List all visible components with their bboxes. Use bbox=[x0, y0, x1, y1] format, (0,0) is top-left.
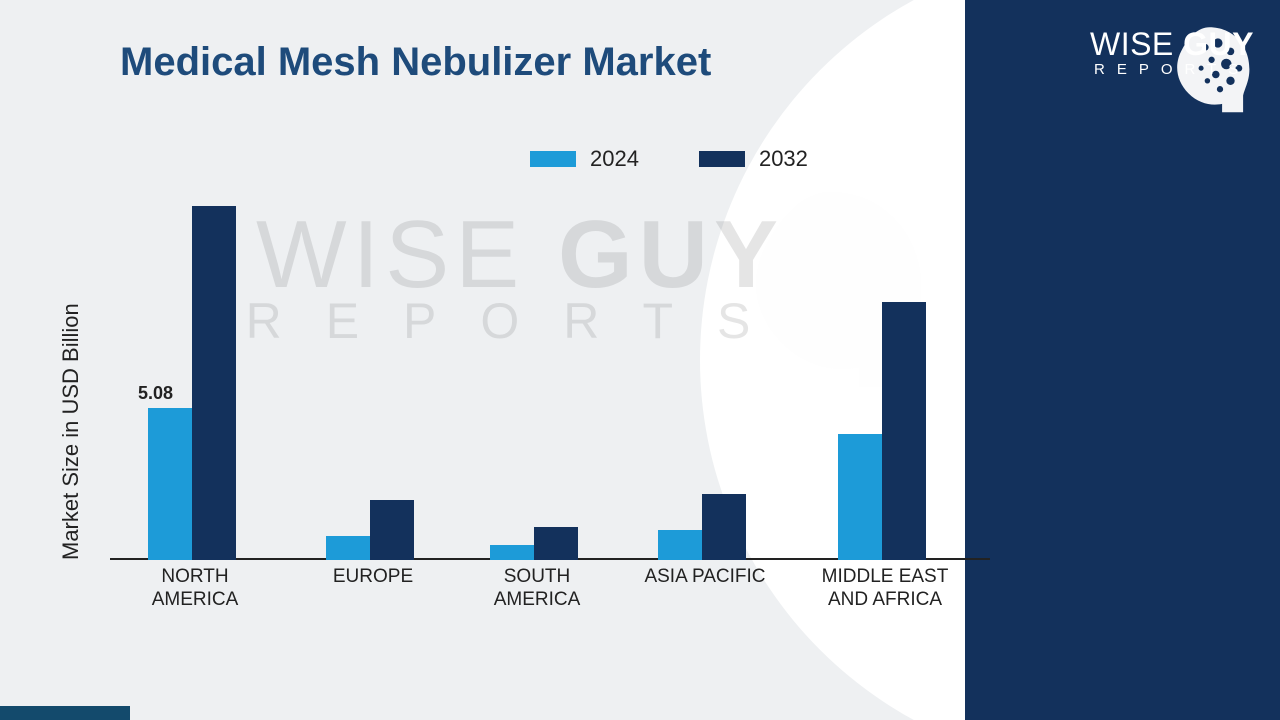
bar-pair bbox=[308, 200, 438, 560]
bar-pair: 5.08 bbox=[130, 200, 260, 560]
plot-area: 5.08NORTH AMERICA EUROPE SOUTH AMERICA ASIA… bbox=[110, 200, 990, 560]
legend-item-2024: 2024 bbox=[530, 146, 639, 172]
legend: 2024 2032 bbox=[530, 146, 808, 172]
bar-group: SOUTH AMERICA bbox=[472, 200, 602, 560]
bar-2024 bbox=[838, 434, 882, 560]
bar-value-label: 5.08 bbox=[138, 383, 173, 404]
bar-pair bbox=[640, 200, 770, 560]
bar-2024 bbox=[326, 536, 370, 560]
bar-2032 bbox=[702, 494, 746, 560]
legend-label-2024: 2024 bbox=[590, 146, 639, 172]
logo-line2: REPORTS bbox=[1090, 61, 1254, 78]
bar-group: MIDDLE EAST AND AFRICA bbox=[820, 200, 950, 560]
category-label: EUROPE bbox=[298, 566, 448, 589]
bar-2024 bbox=[658, 530, 702, 560]
chart-title: Medical Mesh Nebulizer Market bbox=[120, 40, 711, 85]
stage: WISE GUY REPORTS WISE GUY REPORTS Medica… bbox=[0, 0, 1280, 720]
legend-label-2032: 2032 bbox=[759, 146, 808, 172]
bar-pair bbox=[472, 200, 602, 560]
bar-group: 5.08NORTH AMERICA bbox=[130, 200, 260, 560]
category-label: ASIA PACIFIC bbox=[630, 566, 780, 589]
category-label: MIDDLE EAST AND AFRICA bbox=[810, 566, 960, 612]
brand-logo: WISE GUY REPORTS bbox=[1090, 26, 1254, 78]
bar-group: ASIA PACIFIC bbox=[640, 200, 770, 560]
y-axis-label: Market Size in USD Billion bbox=[58, 303, 84, 560]
bar-pair bbox=[820, 200, 950, 560]
category-label: SOUTH AMERICA bbox=[462, 566, 612, 612]
category-label: NORTH AMERICA bbox=[120, 566, 270, 612]
legend-item-2032: 2032 bbox=[699, 146, 808, 172]
legend-swatch-2024 bbox=[530, 151, 576, 167]
logo-line1a: WISE bbox=[1090, 26, 1174, 62]
bar-2032 bbox=[882, 302, 926, 560]
bar-2032 bbox=[370, 500, 414, 560]
legend-swatch-2032 bbox=[699, 151, 745, 167]
footer-accent-bar bbox=[0, 706, 130, 720]
logo-line1b: GUY bbox=[1183, 26, 1254, 62]
bar-2032 bbox=[192, 206, 236, 560]
bar-2024 bbox=[148, 408, 192, 560]
bar-2024 bbox=[490, 545, 534, 560]
bar-2032 bbox=[534, 527, 578, 560]
bar-group: EUROPE bbox=[308, 200, 438, 560]
